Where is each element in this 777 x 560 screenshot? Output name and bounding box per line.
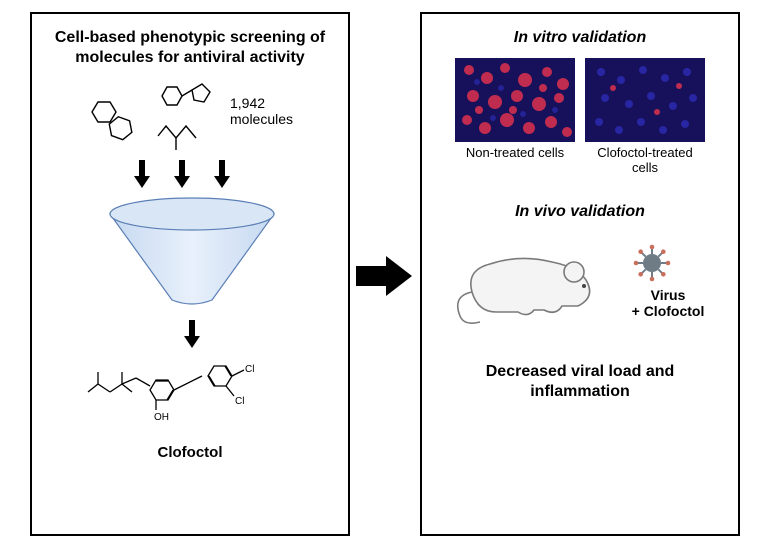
micrograph-a-label: Non-treated cells [455, 146, 575, 161]
molecule-count-2: molecules [230, 111, 293, 127]
svg-text:Cl: Cl [235, 396, 244, 407]
virus-label-1: Virus [651, 287, 686, 303]
virus-label-2: + Clofoctol [632, 303, 705, 319]
left-panel: Cell-based phenotypic screening of molec… [30, 12, 350, 536]
molecule-doodles: 1,942 molecules [32, 70, 352, 160]
svg-text:OH: OH [154, 412, 169, 423]
virus-icon [632, 243, 672, 283]
input-arrows [32, 160, 352, 194]
invivo-title: In vivo validation [422, 202, 738, 222]
right-panel: In vitro validation Non- [420, 12, 740, 536]
conclusion-text: Decreased viral load and inflammation [422, 362, 738, 402]
funnel-output-arrow [32, 320, 352, 354]
micrograph-treated: Clofoctol-treated cells [585, 58, 705, 176]
clofoctol-structure: OH Cl Cl [32, 354, 352, 446]
svg-text:Cl: Cl [245, 364, 254, 375]
mouse-icon [456, 236, 606, 326]
micrograph-nontreated: Non-treated cells [455, 58, 575, 176]
micrograph-b-label: Clofoctol-treated cells [585, 146, 705, 176]
clofoctol-label: Clofoctol [32, 444, 348, 461]
left-title: Cell-based phenotypic screening of molec… [32, 14, 348, 68]
invitro-title: In vitro validation [422, 14, 738, 48]
molecule-count-1: 1,942 [230, 95, 265, 111]
funnel-icon [32, 194, 352, 320]
big-arrow-icon [356, 252, 412, 300]
